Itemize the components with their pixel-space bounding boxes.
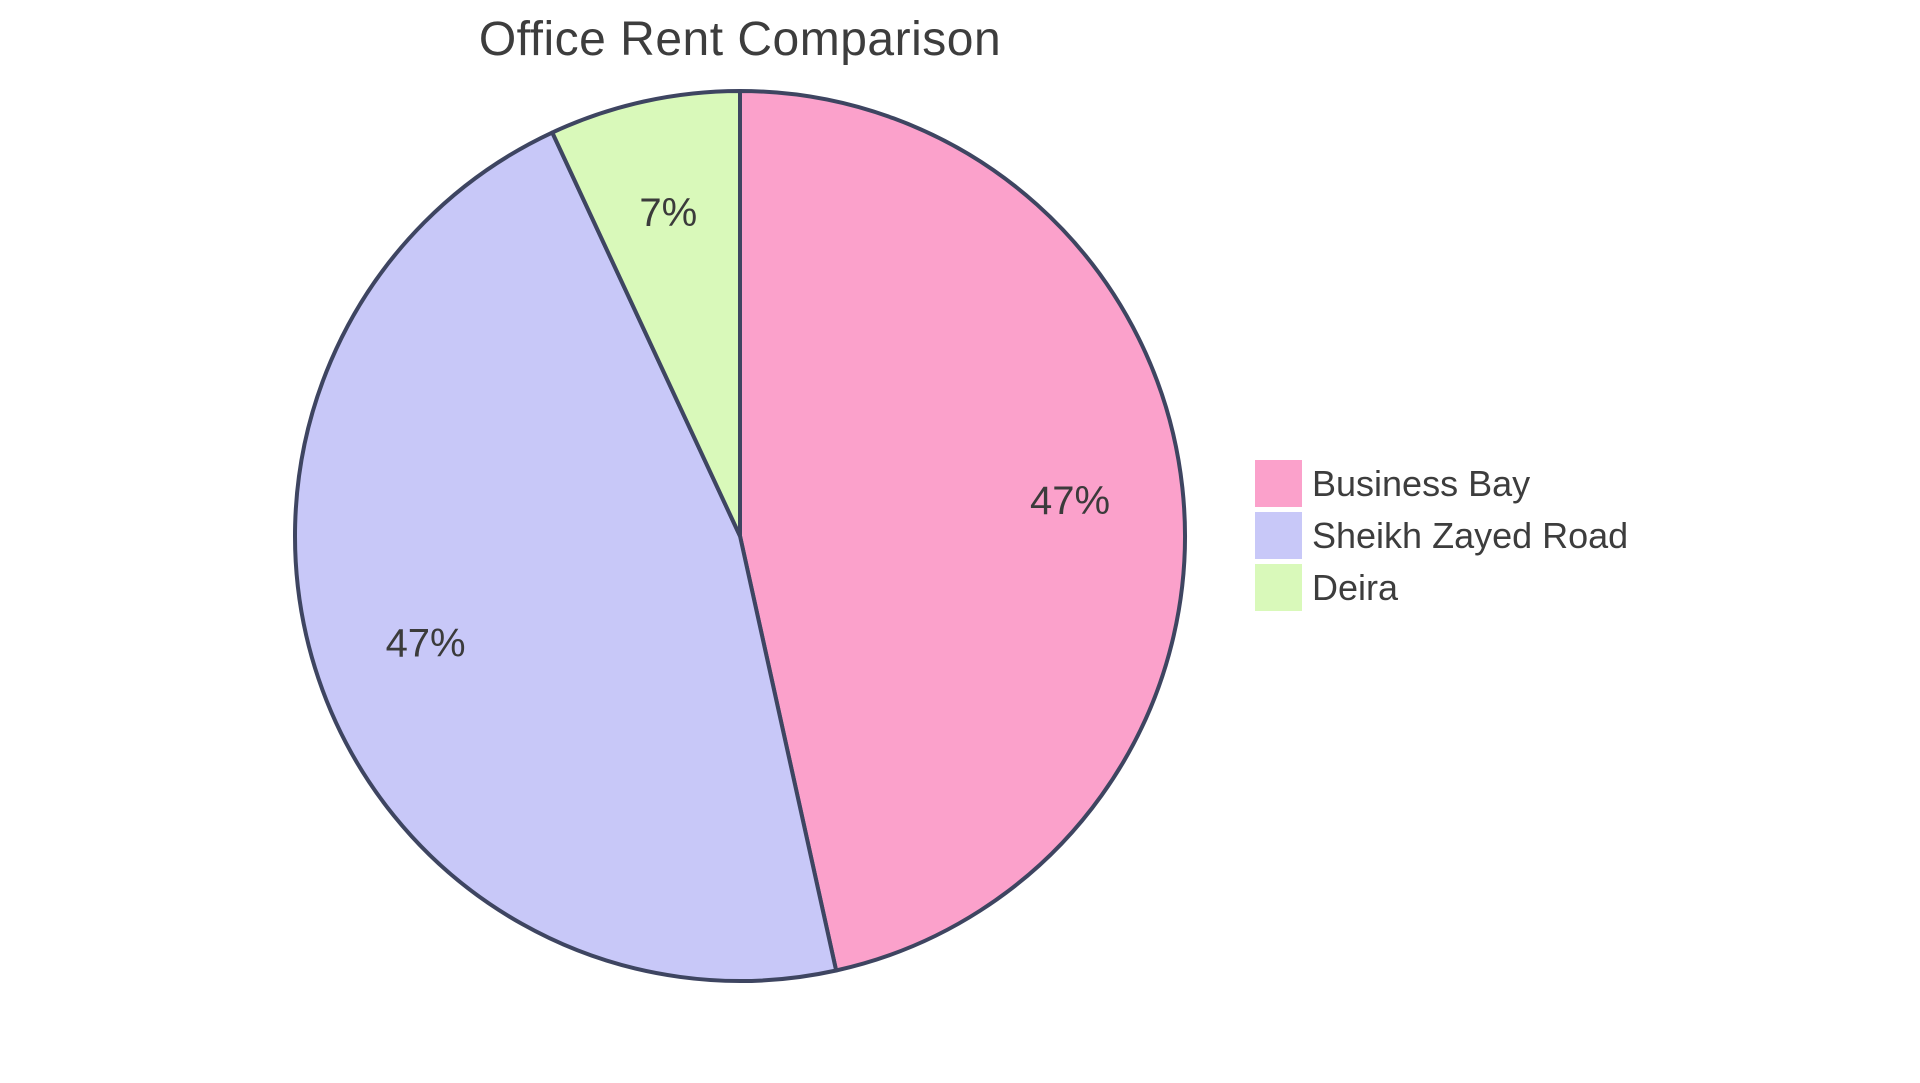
legend-item: Deira <box>1255 564 1628 611</box>
legend-item: Sheikh Zayed Road <box>1255 512 1628 559</box>
legend-swatch-deira <box>1255 564 1302 611</box>
legend-item: Business Bay <box>1255 460 1628 507</box>
legend-swatch-business-bay <box>1255 460 1302 507</box>
pie-slice-deira <box>550 89 742 538</box>
legend-label-business-bay: Business Bay <box>1312 463 1531 504</box>
legend-label-deira: Deira <box>1312 567 1399 608</box>
pie-percent-label-business-bay: 47% <box>1030 479 1110 523</box>
pie-slice-sheikh-zayed-road <box>293 130 839 983</box>
chart-title: Office Rent Comparison <box>478 13 1002 66</box>
pie-percent-label-deira: 7% <box>639 191 697 235</box>
pie-percent-label-sheikh-zayed-road: 47% <box>386 622 466 666</box>
pie-slice-business-bay <box>738 89 1187 973</box>
legend: Business Bay Sheikh Zayed Road Deira <box>1255 460 1628 616</box>
legend-swatch-sheikh-zayed-road <box>1255 512 1302 559</box>
legend-label-sheikh-zayed-road: Sheikh Zayed Road <box>1312 515 1629 556</box>
